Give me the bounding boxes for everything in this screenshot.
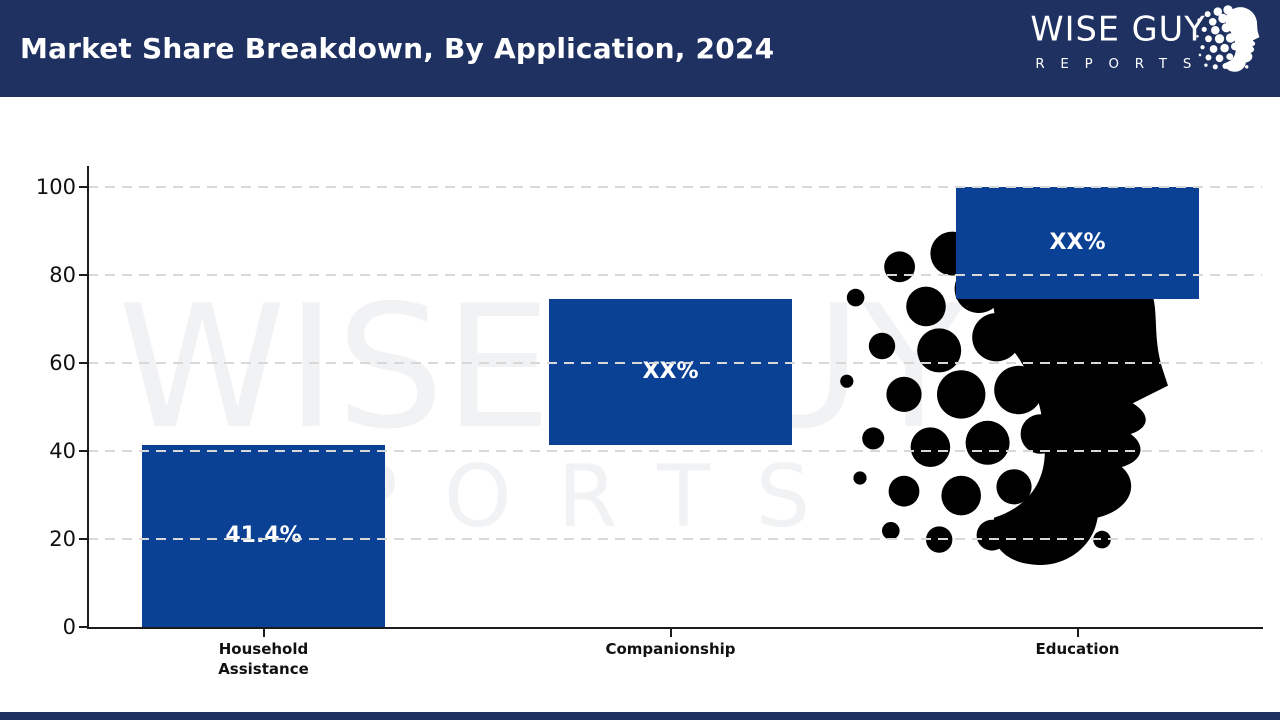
header-bar: Market Share Breakdown, By Application, …	[0, 0, 1280, 97]
x-tick-mark-companionship	[669, 629, 672, 637]
gridline-80	[88, 274, 1262, 276]
bar-companionship: XX%	[549, 298, 792, 445]
chart-title: Market Share Breakdown, By Application, …	[20, 32, 775, 65]
watermark-logo: WISE GUY REPORTS	[118, 226, 1168, 565]
bar-household-assistance: 41.4%	[142, 444, 385, 627]
y-tick-label-0: 0	[62, 615, 76, 639]
y-tick-label-60: 60	[49, 351, 76, 375]
y-tick-mark-0	[79, 626, 87, 628]
bar-value-label: XX%	[1049, 230, 1106, 256]
y-tick-label-100: 100	[35, 175, 76, 199]
y-tick-mark-60	[79, 362, 87, 364]
x-tick-mark-education	[1076, 629, 1079, 637]
y-tick-mark-80	[79, 274, 87, 276]
x-tick-mark-household-assistance	[262, 629, 265, 637]
footer-bar	[0, 712, 1280, 720]
y-axis-line	[87, 166, 89, 629]
y-tick-label-40: 40	[49, 439, 76, 463]
logo-sub-wordmark: REPORTS	[1035, 57, 1207, 72]
y-tick-mark-20	[79, 538, 87, 540]
watermark-wordmark: WISE GUY	[118, 269, 967, 467]
y-tick-label-20: 20	[49, 527, 76, 551]
logo-wordmark: WISE GUY	[1030, 10, 1205, 49]
bar-value-label: 41.4%	[225, 523, 302, 549]
y-tick-label-80: 80	[49, 263, 76, 287]
y-tick-mark-40	[79, 450, 87, 452]
gridline-60	[88, 362, 1262, 364]
plot-area: WISE GUY REPORTS 41.4% XX% XX% 0 20 40 60 80 10…	[0, 97, 1280, 712]
x-tick-label-companionship: Companionship	[605, 640, 736, 658]
gridline-100	[88, 186, 1262, 188]
gridline-40	[88, 450, 1262, 452]
wise-guy-reports-logo: WISE GUY REPORTS	[1030, 5, 1260, 72]
x-axis-line	[87, 627, 1263, 629]
x-tick-label-education: Education	[1035, 640, 1120, 658]
y-tick-mark-100	[79, 186, 87, 188]
bar-education: XX%	[956, 187, 1199, 299]
gridline-20	[88, 538, 1262, 540]
x-tick-label-household-assistance: Household Assistance	[218, 640, 309, 678]
